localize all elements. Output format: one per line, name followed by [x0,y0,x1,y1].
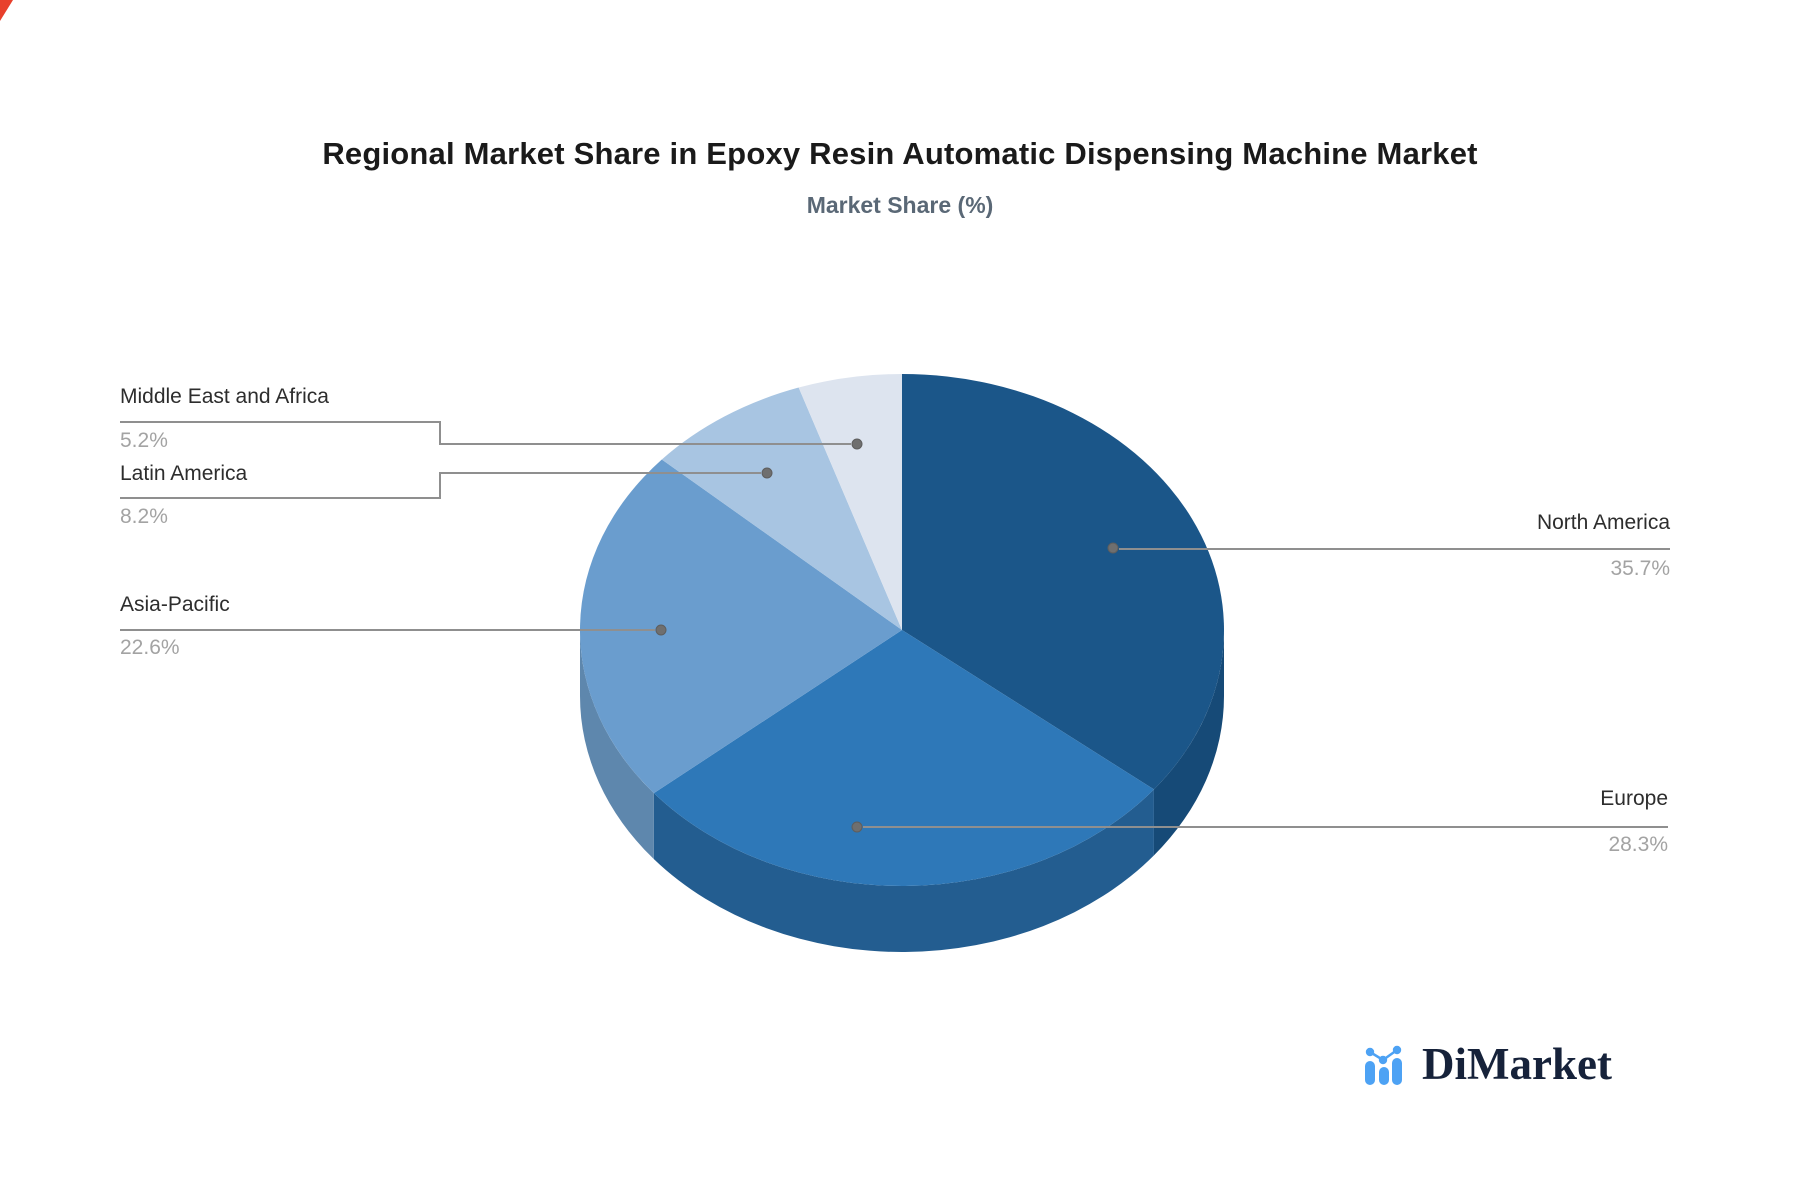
slice-label-latin-america: Latin America [120,462,248,485]
slice-value-europe: 28.3% [1608,833,1668,856]
slice-value-asia-pacific: 22.6% [120,636,180,659]
logo-text: DiMarket [1422,1039,1612,1089]
pie-chart [580,374,1224,952]
pie-side-europe [653,789,1154,952]
corner-artifact [0,0,13,21]
chart-title: Regional Market Share in Epoxy Resin Aut… [322,136,1478,171]
bar-chart-sparkline-icon [1365,1045,1402,1085]
pie-slice-europe [653,630,1154,886]
pie-side-north-america [1153,630,1224,856]
pie-slice-north-america [902,374,1224,790]
slice-label-asia-pacific: Asia-Pacific [120,593,230,616]
slice-value-north-america: 35.7% [1610,557,1670,580]
pie-side-asia-pacific [580,630,654,860]
slice-label-europe: Europe [1600,787,1668,810]
slice-value-latin-america: 8.2% [120,505,168,528]
pie-slice-latin-america [661,387,902,630]
chart-subtitle: Market Share (%) [806,192,994,218]
slice-label-north-america: North America [1536,511,1670,534]
logo: DiMarket [1360,1040,1612,1087]
slice-value-middle-east-and-africa: 5.2% [120,429,168,452]
slice-label-middle-east-and-africa: Middle East and Africa [120,385,329,408]
pie-slice-asia-pacific [580,459,902,794]
